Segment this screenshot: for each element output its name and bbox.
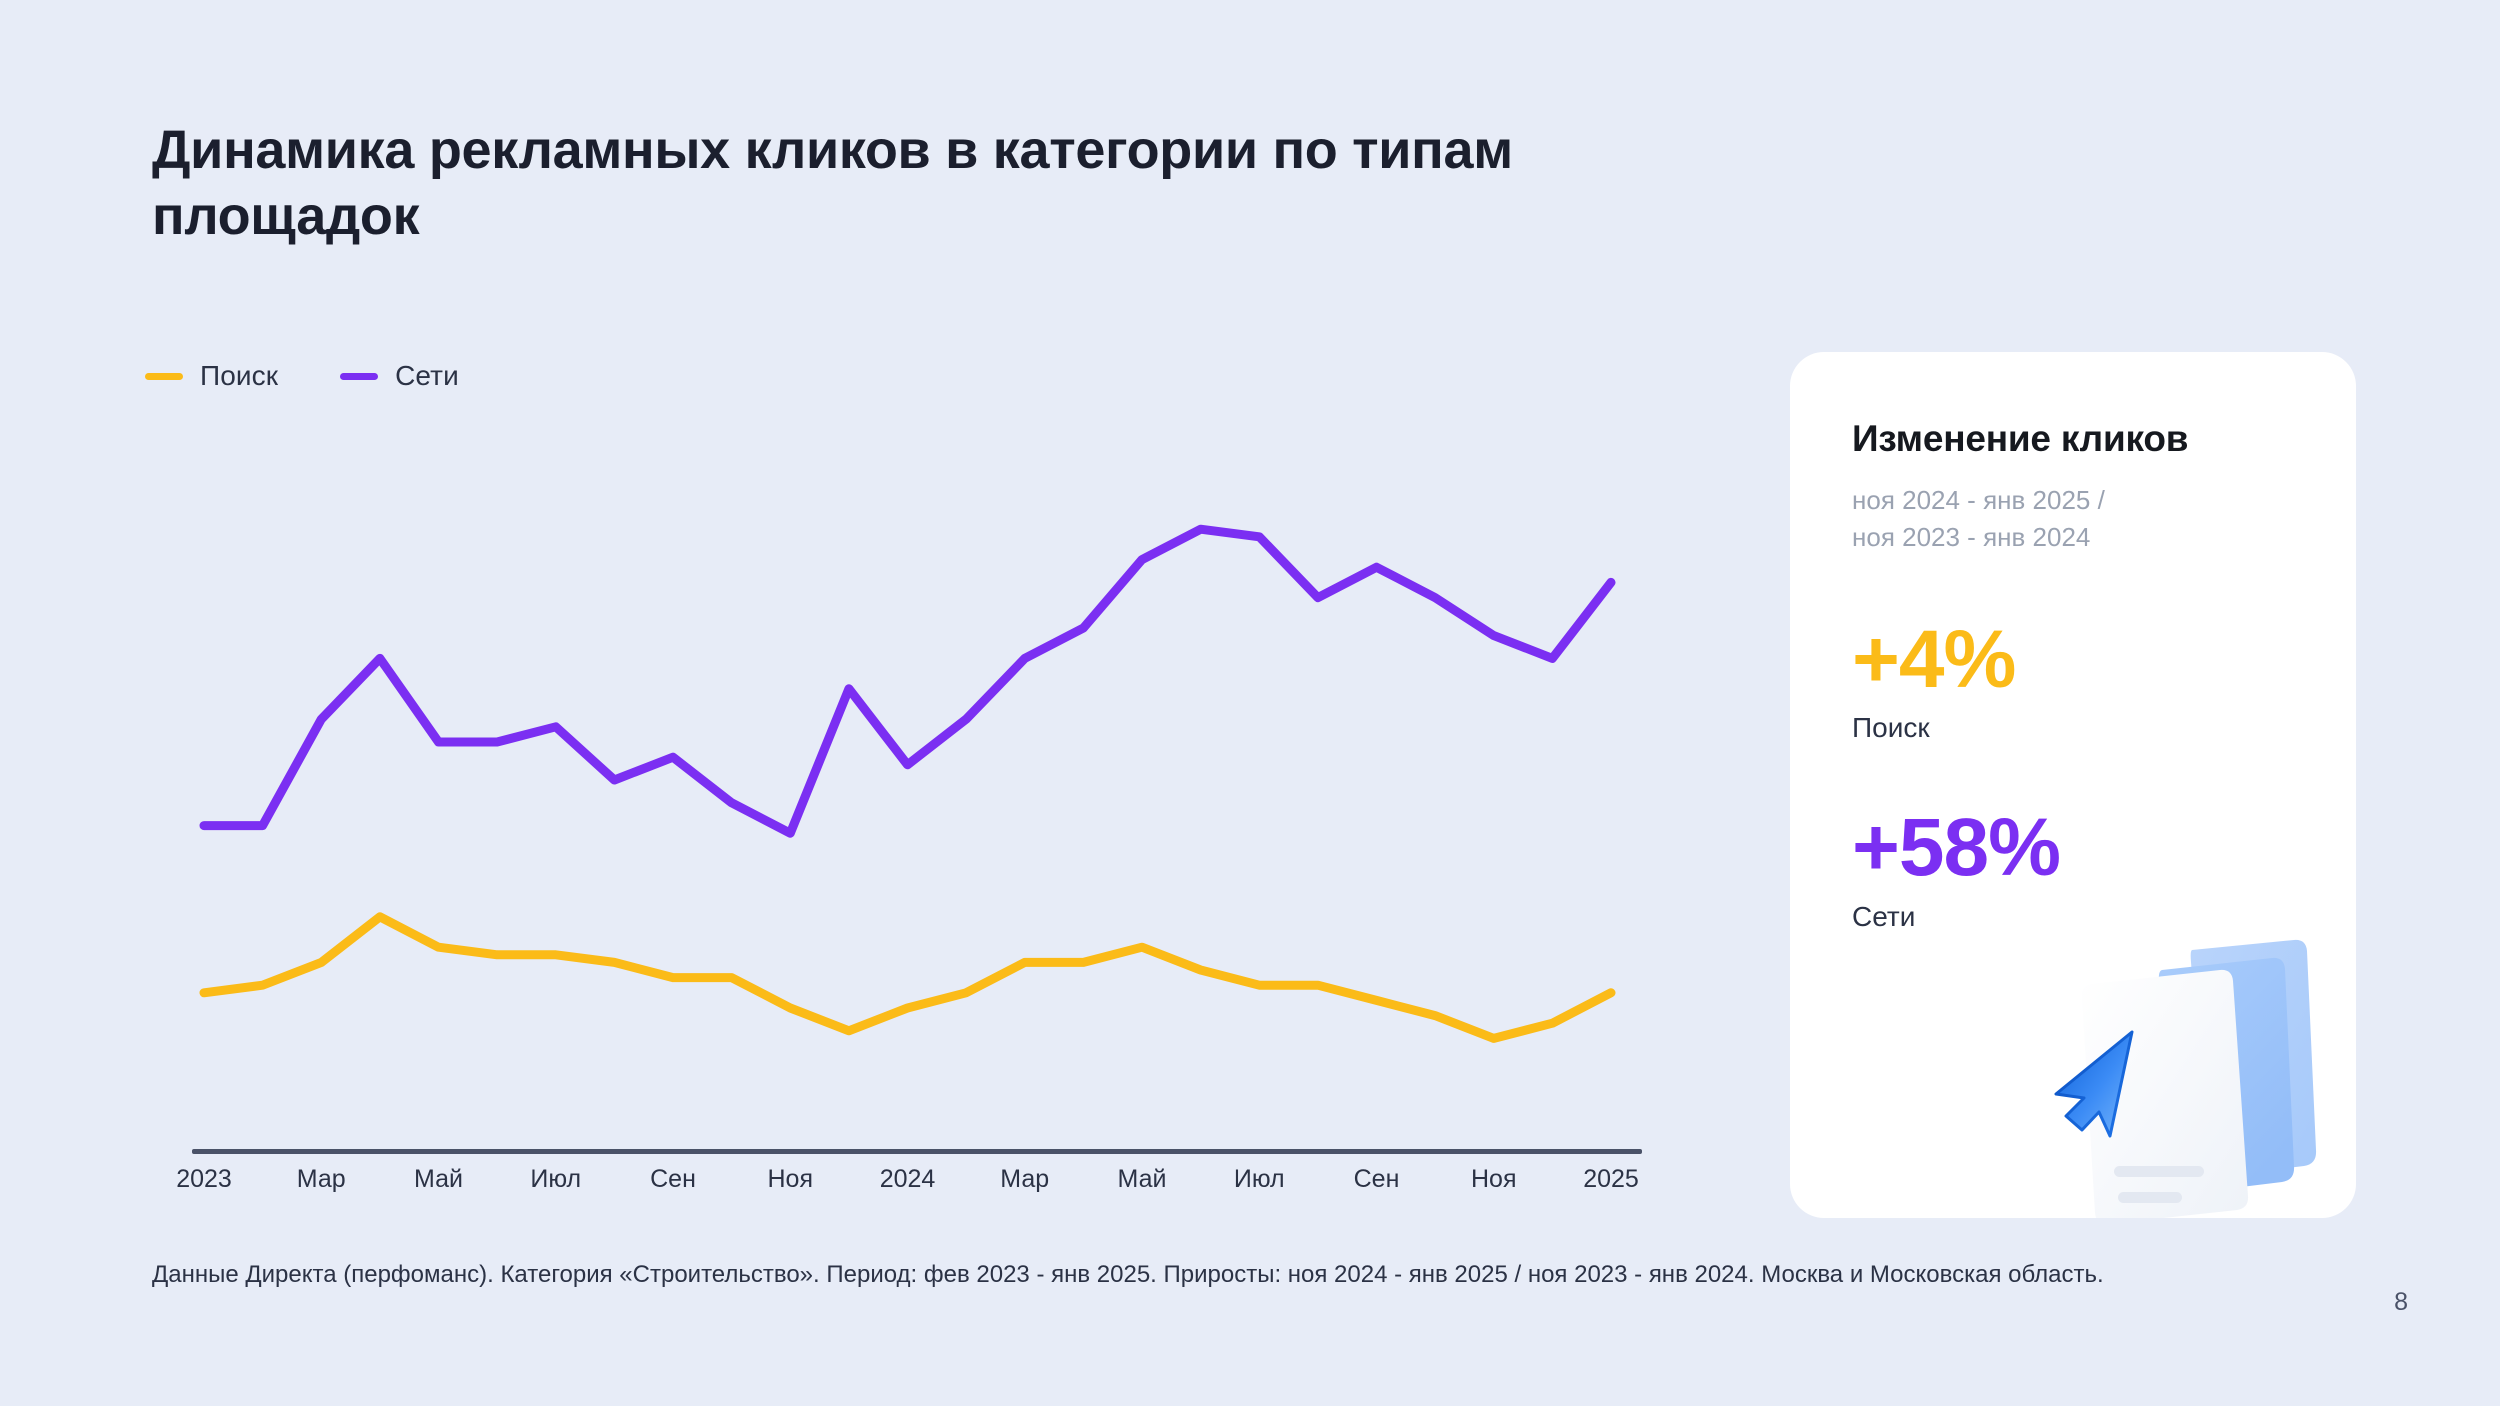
metrics-card-title: Изменение кликов — [1852, 418, 2189, 459]
x-axis-tick-label: Май — [414, 1165, 463, 1193]
stat-search: +4% Поиск — [1852, 613, 2356, 744]
x-axis-tick-label: Ноя — [767, 1165, 814, 1193]
x-axis-tick-label: Ноя — [1471, 1165, 1517, 1193]
x-axis-tick-label: Июл — [1233, 1165, 1285, 1193]
stat-search-value: +4% — [1852, 613, 2016, 705]
chart-line-networks — [199, 524, 1616, 838]
stat-networks-caption: Сети — [1852, 900, 1916, 932]
folder-document-cursor-icon — [2054, 939, 2317, 1218]
chart-x-axis-labels: 2023 Мар Май Июл Сен Ноя 2024 Мар Май Июл Сен Ноя 20… — [150, 1165, 1690, 1205]
x-axis-tick-label: 2025 — [1583, 1165, 1639, 1193]
chart-legend: Поиск Сети — [145, 360, 459, 392]
legend-item-networks[interactable]: Сети — [340, 360, 459, 392]
legend-label-search: Поиск — [200, 360, 279, 391]
x-axis-tick-label: Сен — [1353, 1165, 1400, 1193]
x-axis-tick-label: 2024 — [879, 1165, 936, 1193]
metrics-card-content: Изменение кликов ноя 2024 - янв 2025 / н… — [1790, 352, 2356, 933]
footer-source-note: Данные Директа (перфоманс). Категория «С… — [152, 1261, 2104, 1288]
legend-label-networks: Сети — [395, 360, 459, 391]
stat-search-caption: Поиск — [1852, 712, 1930, 744]
page-title: Динамика рекламных кликов в категории по… — [152, 120, 1513, 247]
x-axis-tick-label: Май — [1117, 1165, 1167, 1193]
x-axis-tick-label: Июл — [530, 1165, 582, 1193]
x-axis-tick-label: Сен — [650, 1165, 696, 1193]
stat-networks: +58% Сети — [1852, 802, 2356, 932]
x-axis-tick-label: Мар — [1000, 1165, 1050, 1193]
metrics-card-subtitle: ноя 2024 - янв 2025 / ноя 2023 - янв 202… — [1852, 485, 2105, 552]
chart-plot-svg — [199, 524, 1616, 1043]
legend-swatch-networks — [340, 372, 379, 380]
metrics-card: Изменение кликов ноя 2024 - янв 2025 / н… — [1790, 352, 2356, 1218]
chart-line-search — [199, 912, 1616, 1043]
x-axis-tick-label: 2023 — [176, 1165, 232, 1193]
legend-swatch-search — [145, 372, 183, 380]
x-axis-tick-label: Мар — [296, 1165, 346, 1193]
stat-networks-value: +58% — [1852, 802, 2061, 894]
chart-x-axis-line — [192, 1149, 1642, 1154]
legend-item-search[interactable]: Поиск — [145, 360, 278, 392]
page-number: 8 — [2394, 1288, 2408, 1316]
